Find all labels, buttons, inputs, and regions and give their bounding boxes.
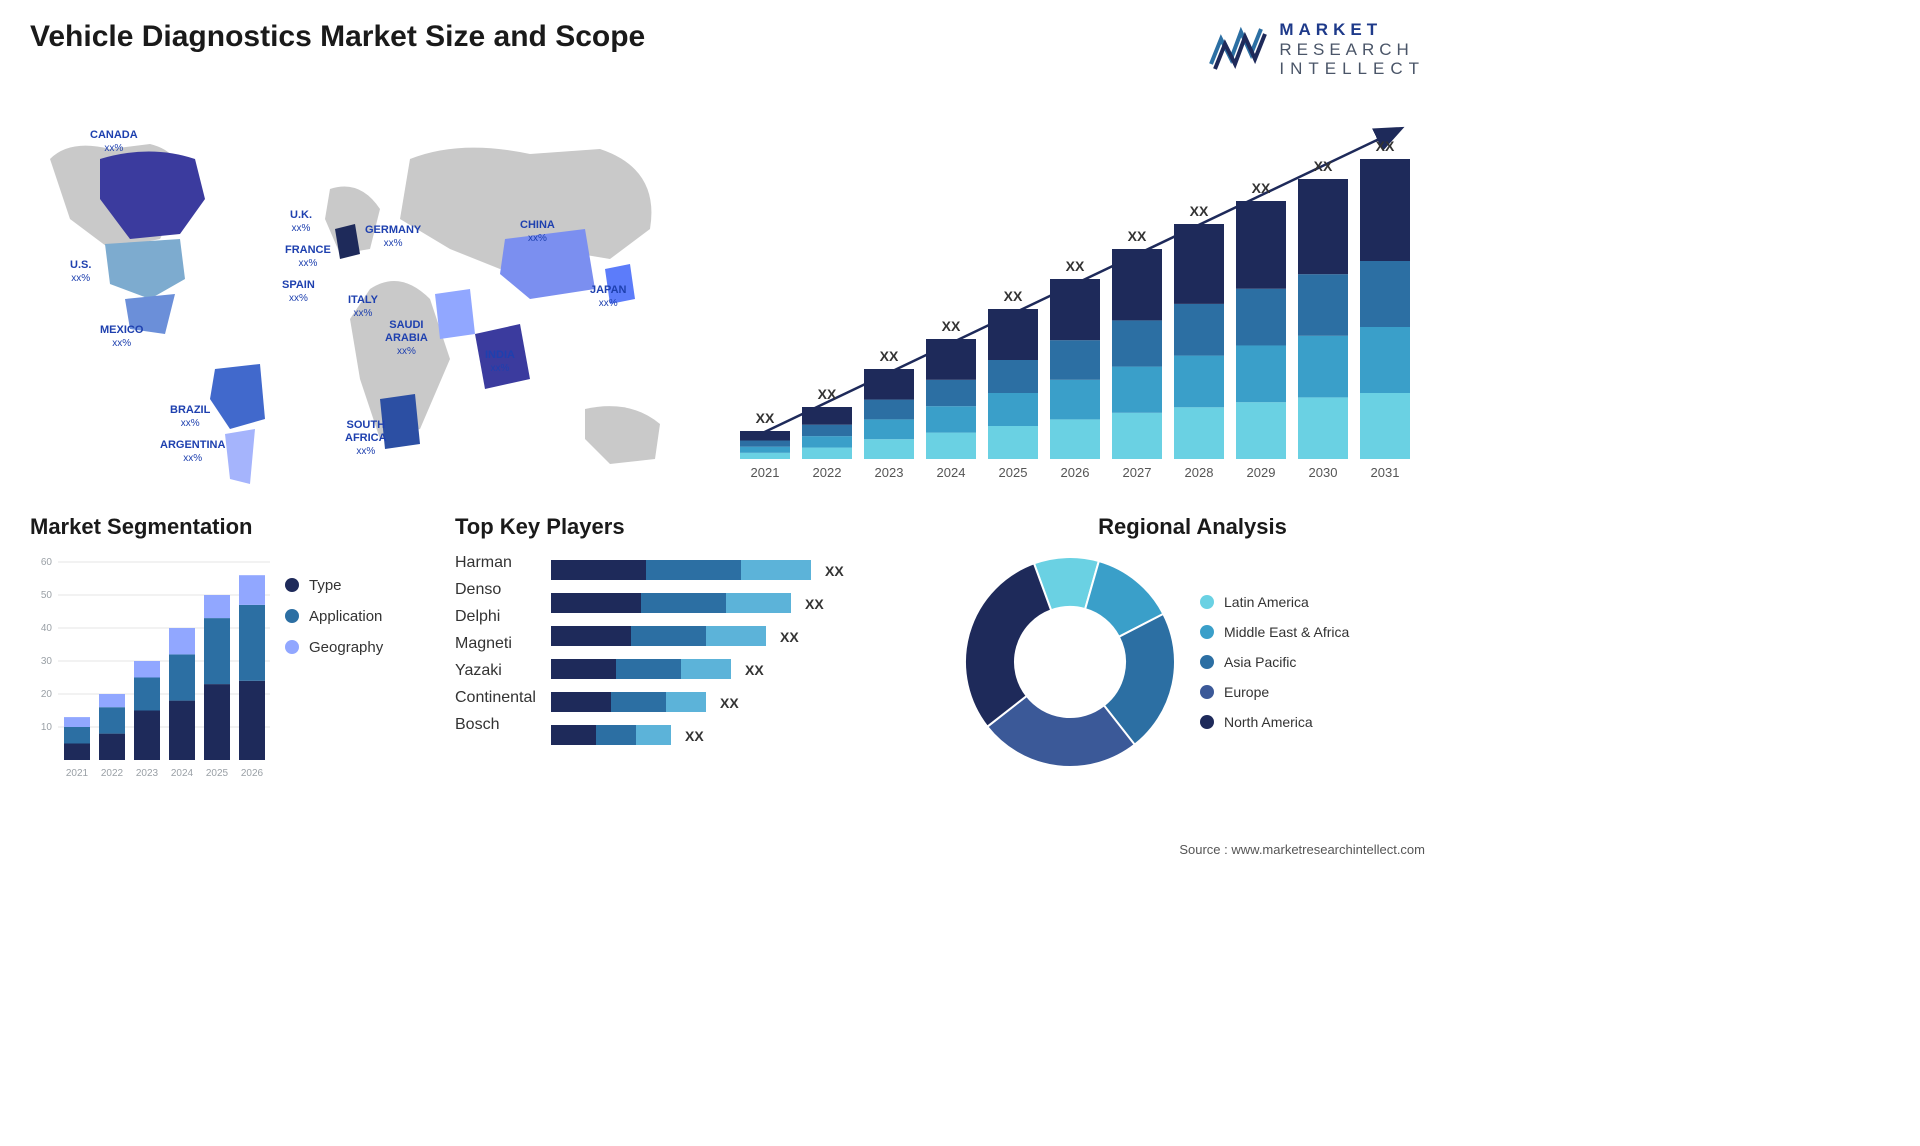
regional-title: Regional Analysis (960, 514, 1425, 540)
svg-text:2023: 2023 (136, 768, 159, 779)
svg-text:XX: XX (745, 662, 764, 678)
map-label: CHINAxx% (520, 219, 555, 245)
map-us (105, 239, 185, 299)
svg-text:20: 20 (41, 689, 53, 700)
svg-text:30: 30 (41, 656, 53, 667)
logo-icon (1209, 24, 1269, 74)
legend-item: Asia Pacific (1200, 654, 1349, 670)
map-label: SAUDIARABIAxx% (385, 319, 428, 359)
players-list: Harman Denso Delphi Magneti Yazaki Continenta… (455, 552, 536, 792)
map-label: BRAZILxx% (170, 404, 210, 430)
svg-text:XX: XX (1376, 138, 1395, 154)
segmentation-legend: Type Application Geography (285, 552, 383, 782)
player-name: Bosch (455, 716, 536, 734)
svg-text:50: 50 (41, 590, 53, 601)
svg-text:XX: XX (756, 410, 775, 426)
svg-text:40: 40 (41, 623, 53, 634)
legend-item: Geography (285, 639, 383, 656)
map-label: ITALYxx% (348, 294, 378, 320)
svg-text:2031: 2031 (1371, 465, 1400, 480)
svg-text:2027: 2027 (1123, 465, 1152, 480)
svg-text:2028: 2028 (1185, 465, 1214, 480)
svg-text:2021: 2021 (66, 768, 89, 779)
brand-logo: MARKET RESEARCH INTELLECT (1209, 20, 1425, 79)
map-brazil (210, 364, 265, 429)
players-bar-chart: XX XX XX XX XX XX (551, 552, 861, 792)
growth-bar-chart: XX 2021 XX 2022 XX 2023 XX 2024 XX 2025 XX 2026 XX 20… (720, 99, 1420, 499)
svg-text:XX: XX (720, 695, 739, 711)
regional-legend: Latin America Middle East & Africa Asia Pa… (1200, 594, 1349, 730)
map-label: INDIAxx% (485, 349, 515, 375)
map-saudi (435, 289, 475, 339)
svg-text:2030: 2030 (1309, 465, 1338, 480)
svg-text:XX: XX (805, 596, 824, 612)
svg-text:2024: 2024 (937, 465, 966, 480)
player-name: Continental (455, 689, 536, 707)
svg-text:XX: XX (1252, 180, 1271, 196)
page-title: Vehicle Diagnostics Market Size and Scop… (30, 20, 645, 54)
players-title: Top Key Players (455, 514, 935, 540)
map-label: GERMANYxx% (365, 224, 421, 250)
svg-text:2022: 2022 (101, 768, 124, 779)
map-label: FRANCExx% (285, 244, 331, 270)
map-label: U.S.xx% (70, 259, 91, 285)
player-name: Delphi (455, 608, 536, 626)
svg-text:2024: 2024 (171, 768, 194, 779)
svg-text:XX: XX (1314, 158, 1333, 174)
logo-line2: RESEARCH (1279, 40, 1425, 60)
svg-text:2026: 2026 (241, 768, 264, 779)
svg-text:XX: XX (1190, 203, 1209, 219)
svg-text:2022: 2022 (813, 465, 842, 480)
svg-text:XX: XX (780, 629, 799, 645)
players-panel: Top Key Players Harman Denso Delphi Magneti… (455, 514, 935, 792)
map-label: SOUTHAFRICAxx% (345, 419, 387, 459)
player-name: Denso (455, 581, 536, 599)
svg-text:2023: 2023 (875, 465, 904, 480)
svg-text:XX: XX (825, 563, 844, 579)
player-name: Magneti (455, 635, 536, 653)
svg-text:2026: 2026 (1061, 465, 1090, 480)
svg-text:2021: 2021 (751, 465, 780, 480)
svg-text:XX: XX (1128, 228, 1147, 244)
svg-text:2025: 2025 (206, 768, 229, 779)
svg-text:2025: 2025 (999, 465, 1028, 480)
svg-text:XX: XX (942, 318, 961, 334)
svg-text:XX: XX (880, 348, 899, 364)
regional-donut-chart (960, 552, 1180, 772)
map-label: SPAINxx% (282, 279, 315, 305)
map-label: MEXICOxx% (100, 324, 143, 350)
svg-text:XX: XX (685, 728, 704, 744)
svg-text:10: 10 (41, 722, 53, 733)
map-label: ARGENTINAxx% (160, 439, 225, 465)
segmentation-panel: Market Segmentation 10 20 30 40 50 60 2021 2022… (30, 514, 430, 792)
player-name: Harman (455, 554, 536, 572)
player-name: Yazaki (455, 662, 536, 680)
svg-text:XX: XX (1066, 258, 1085, 274)
svg-text:XX: XX (818, 386, 837, 402)
logo-line3: INTELLECT (1279, 59, 1425, 79)
legend-item: Type (285, 577, 383, 594)
svg-text:XX: XX (1004, 288, 1023, 304)
world-map-panel: CANADAxx% U.S.xx% MEXICOxx% BRAZILxx% ARGENT… (30, 99, 690, 499)
legend-item: Europe (1200, 684, 1349, 700)
svg-text:60: 60 (41, 557, 53, 568)
svg-text:2029: 2029 (1247, 465, 1276, 480)
source-text: Source : www.marketresearchintellect.com (1179, 842, 1425, 857)
growth-chart-panel: XX 2021 XX 2022 XX 2023 XX 2024 XX 2025 XX 2026 XX 20… (720, 99, 1425, 499)
segmentation-title: Market Segmentation (30, 514, 430, 540)
map-label: CANADAxx% (90, 129, 138, 155)
legend-item: Middle East & Africa (1200, 624, 1349, 640)
legend-item: Application (285, 608, 383, 625)
regional-panel: Regional Analysis Latin America Middle Ea… (960, 514, 1425, 792)
segmentation-bar-chart: 10 20 30 40 50 60 2021 2022 2023 2024 2025 2026 (30, 552, 270, 782)
logo-line1: MARKET (1279, 20, 1425, 40)
map-label: JAPANxx% (590, 284, 626, 310)
map-argentina (225, 429, 255, 484)
map-label: U.K.xx% (290, 209, 312, 235)
legend-item: Latin America (1200, 594, 1349, 610)
legend-item: North America (1200, 714, 1349, 730)
